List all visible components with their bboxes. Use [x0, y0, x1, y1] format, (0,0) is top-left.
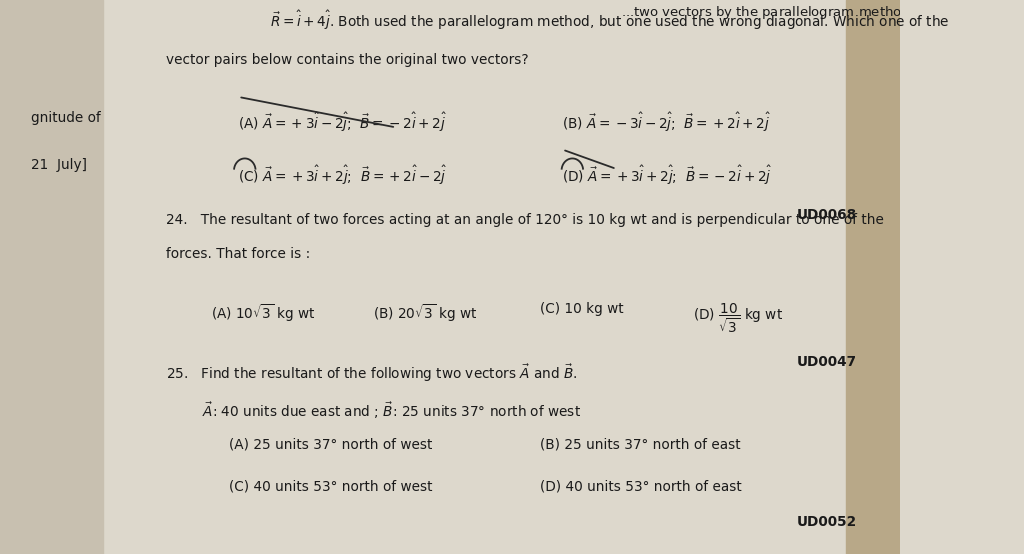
Text: (B) $20\sqrt{3}$ kg wt: (B) $20\sqrt{3}$ kg wt — [374, 302, 478, 324]
Text: (A) $\vec{A}=+3\hat{i}-2\hat{j}$;  $\vec{B}=-2\hat{i}+2\hat{j}$: (A) $\vec{A}=+3\hat{i}-2\hat{j}$; $\vec{… — [239, 111, 447, 134]
Text: (D) $\dfrac{10}{\sqrt{3}}$ kg wt: (D) $\dfrac{10}{\sqrt{3}}$ kg wt — [693, 302, 783, 335]
Text: UD0068: UD0068 — [797, 208, 857, 222]
Text: (D) $\vec{A}=+3\hat{i}+2\hat{j}$;  $\vec{B}=-2\hat{i}+2\hat{j}$: (D) $\vec{A}=+3\hat{i}+2\hat{j}$; $\vec{… — [562, 163, 772, 187]
Text: ...two vectors by the parallelogram method is $\vec{R}=5\hat{i}$. Subhangi says : ...two vectors by the parallelogram meth… — [621, 0, 1024, 22]
Text: (A) 25 units 37° north of west: (A) 25 units 37° north of west — [229, 438, 433, 452]
Text: 24.   The resultant of two forces acting at an angle of 120° is 10 kg wt and is : 24. The resultant of two forces acting a… — [167, 213, 885, 227]
Text: $\vec{R}=\hat{i}+4\hat{j}$. Both used the parallelogram method, but one used the: $\vec{R}=\hat{i}+4\hat{j}$. Both used th… — [270, 8, 949, 32]
Text: vector pairs below contains the original two vectors?: vector pairs below contains the original… — [167, 53, 529, 66]
Text: (B) 25 units 37° north of east: (B) 25 units 37° north of east — [540, 438, 740, 452]
Text: $\vec{A}$: 40 units due east and ; $\vec{B}$: 25 units 37° north of west: $\vec{A}$: 40 units due east and ; $\vec… — [203, 400, 582, 420]
Text: (D) 40 units 53° north of east: (D) 40 units 53° north of east — [540, 479, 741, 493]
Text: 21  July]: 21 July] — [32, 158, 87, 172]
Text: (B) $\vec{A}=-3\hat{i}-2\hat{j}$;  $\vec{B}=+2\hat{i}+2\hat{j}$: (B) $\vec{A}=-3\hat{i}-2\hat{j}$; $\vec{… — [562, 111, 771, 134]
Text: UD0047: UD0047 — [797, 355, 856, 368]
Text: forces. That force is :: forces. That force is : — [167, 247, 310, 260]
Text: (C) 10 kg wt: (C) 10 kg wt — [540, 302, 624, 316]
Text: 25.   Find the resultant of the following two vectors $\vec{A}$ and $\vec{B}$.: 25. Find the resultant of the following … — [167, 363, 578, 384]
Text: (A) $10\sqrt{3}$ kg wt: (A) $10\sqrt{3}$ kg wt — [212, 302, 316, 324]
Text: (C) 40 units 53° north of west: (C) 40 units 53° north of west — [229, 479, 433, 493]
Text: (C) $\vec{A}=+3\hat{i}+2\hat{j}$;  $\vec{B}=+2\hat{i}-2\hat{j}$: (C) $\vec{A}=+3\hat{i}+2\hat{j}$; $\vec{… — [239, 163, 447, 187]
Text: UD0052: UD0052 — [797, 515, 856, 529]
Text: gnitude of: gnitude of — [32, 111, 101, 125]
